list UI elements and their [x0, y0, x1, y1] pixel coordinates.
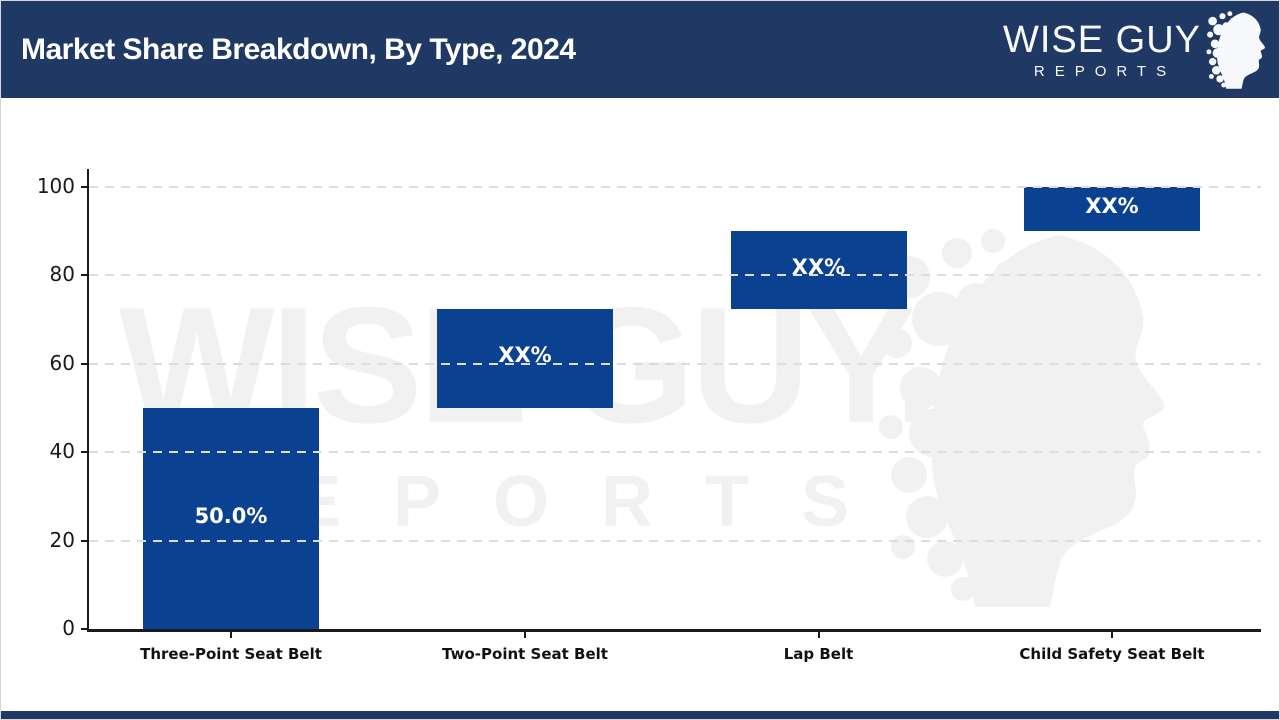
- y-axis-line: [87, 169, 89, 631]
- y-tick-mark: [81, 274, 89, 277]
- wiseguy-face-icon: [1205, 10, 1267, 90]
- y-tick-label: 60: [49, 350, 75, 375]
- logo-wordmark: WISE GUY: [1002, 18, 1201, 61]
- y-tick-label: 20: [49, 527, 75, 552]
- chart-title: Market Share Breakdown, By Type, 2024: [21, 32, 576, 66]
- market-share-bar: [143, 408, 319, 629]
- y-tick-mark: [81, 451, 89, 454]
- bar-value-label: XX%: [498, 343, 552, 368]
- wiseguy-logo: WISE GUY REPORTS: [1003, 10, 1267, 90]
- x-category-label: Child Safety Seat Belt: [1019, 645, 1205, 663]
- x-category-label: Lap Belt: [783, 645, 854, 663]
- bar-value-label: 50.0%: [194, 503, 268, 528]
- x-category-label: Three-Point Seat Belt: [140, 645, 322, 663]
- y-tick-mark: [81, 362, 89, 365]
- gridline: [89, 451, 1261, 454]
- y-tick-label: 80: [49, 262, 75, 287]
- header-band: Market Share Breakdown, By Type, 2024 WI…: [1, 1, 1279, 98]
- y-tick-label: 0: [62, 616, 75, 640]
- market-share-bar: [437, 308, 613, 408]
- logo-subtext: REPORTS: [1033, 62, 1177, 80]
- x-axis-line: [87, 629, 1261, 632]
- footer-band: [1, 711, 1279, 719]
- y-tick-mark: [81, 539, 89, 542]
- x-tick-mark: [817, 631, 820, 638]
- gridline: [89, 539, 1261, 542]
- market-share-bar: [1024, 187, 1200, 232]
- bar-value-label: XX%: [791, 254, 846, 279]
- y-tick-label: 100: [36, 174, 75, 198]
- y-tick-mark: [81, 186, 89, 188]
- watermark-face-icon: [873, 223, 1173, 613]
- gridline: [89, 274, 1261, 277]
- gridline: [89, 186, 1261, 188]
- x-tick-mark: [1111, 631, 1113, 638]
- y-tick-mark: [81, 628, 89, 630]
- x-tick-mark: [230, 631, 232, 638]
- bar-value-label: XX%: [1085, 194, 1139, 219]
- gridline: [89, 362, 1261, 365]
- x-category-label: Two-Point Seat Belt: [442, 645, 608, 663]
- x-tick-mark: [524, 631, 526, 638]
- market-share-bar: [730, 231, 907, 309]
- y-tick-label: 40: [49, 439, 75, 464]
